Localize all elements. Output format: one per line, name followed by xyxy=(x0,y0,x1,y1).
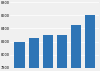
Bar xyxy=(71,25,81,71)
Bar xyxy=(57,35,67,71)
Bar xyxy=(14,42,25,71)
Bar xyxy=(28,38,39,71)
Bar xyxy=(43,35,53,71)
Bar xyxy=(85,15,95,71)
